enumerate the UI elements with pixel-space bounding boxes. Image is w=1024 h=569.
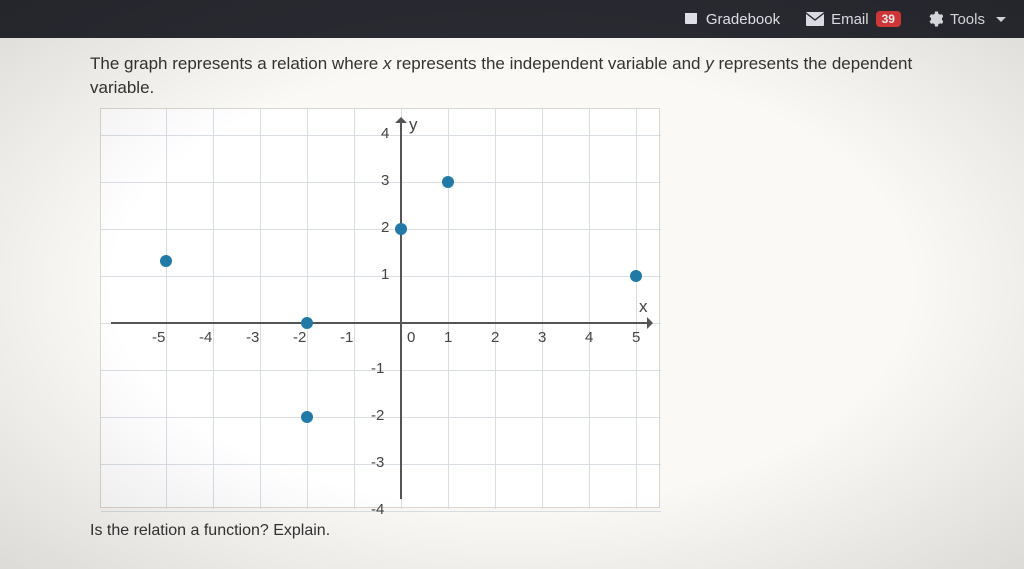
scatter-plot: -5-4-3-2-1012345-4-3-2-11234yx <box>101 109 661 509</box>
graph-card: -5-4-3-2-1012345-4-3-2-11234yx <box>100 108 660 508</box>
question-prompt: The graph represents a relation where x … <box>90 52 934 100</box>
topbar: Gradebook Email 39 Tools <box>0 0 1024 38</box>
gridline-v <box>213 109 214 509</box>
nav-email-label: Email <box>831 11 869 28</box>
gridline-v <box>589 109 590 509</box>
gear-icon <box>927 11 943 27</box>
x-tick-label: 1 <box>444 329 452 346</box>
data-point <box>301 317 313 329</box>
nav-tools-label: Tools <box>950 11 985 28</box>
data-point <box>301 411 313 423</box>
gridline-v <box>636 109 637 509</box>
x-axis <box>111 322 651 324</box>
x-tick-label: -3 <box>246 329 259 346</box>
gridline-v <box>542 109 543 509</box>
y-tick-label: -4 <box>371 501 384 518</box>
x-tick-label: -1 <box>340 329 353 346</box>
data-point <box>395 223 407 235</box>
email-badge: 39 <box>876 11 901 27</box>
book-icon <box>683 11 699 27</box>
y-tick-label: -2 <box>371 407 384 424</box>
x-tick-label: 4 <box>585 329 593 346</box>
question-followup: Is the relation a function? Explain. <box>90 522 934 540</box>
gridline-v <box>495 109 496 509</box>
arrow-up-icon <box>395 111 407 123</box>
x-tick-label: -4 <box>199 329 212 346</box>
data-point <box>630 270 642 282</box>
page-body: The graph represents a relation where x … <box>0 38 1024 569</box>
y-axis <box>400 119 402 499</box>
nav-email[interactable]: Email 39 <box>806 11 901 28</box>
gridline-v <box>166 109 167 509</box>
y-axis-label: y <box>409 115 418 135</box>
nav-gradebook-label: Gradebook <box>706 11 780 28</box>
y-tick-label: -3 <box>371 454 384 471</box>
x-tick-label: 0 <box>407 329 415 346</box>
y-tick-label: -1 <box>371 360 384 377</box>
gridline-v <box>260 109 261 509</box>
y-tick-label: 2 <box>381 219 389 236</box>
data-point <box>442 176 454 188</box>
x-tick-label: -5 <box>152 329 165 346</box>
x-tick-label: 2 <box>491 329 499 346</box>
email-icon <box>806 12 824 26</box>
x-tick-label: -2 <box>293 329 306 346</box>
gridline-v <box>448 109 449 509</box>
y-tick-label: 4 <box>381 125 389 142</box>
gridline-v <box>307 109 308 509</box>
arrow-right-icon <box>647 317 659 329</box>
x-axis-label: x <box>639 297 648 317</box>
data-point <box>160 255 172 267</box>
x-tick-label: 3 <box>538 329 546 346</box>
gridline-v <box>354 109 355 509</box>
nav-tools[interactable]: Tools <box>927 11 1006 28</box>
y-tick-label: 1 <box>381 266 389 283</box>
x-tick-label: 5 <box>632 329 640 346</box>
nav-gradebook[interactable]: Gradebook <box>683 11 780 28</box>
y-tick-label: 3 <box>381 172 389 189</box>
